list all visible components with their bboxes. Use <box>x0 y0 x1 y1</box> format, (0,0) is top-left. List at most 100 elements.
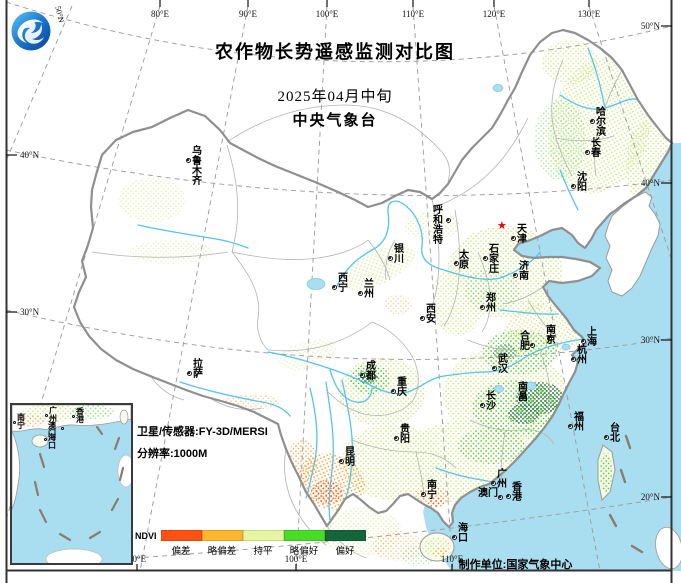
city-dot-icon <box>186 370 192 376</box>
city-dot-icon <box>580 338 586 344</box>
city-dot-icon <box>589 118 595 124</box>
taiwan-island <box>597 444 616 502</box>
city-label: 香港 <box>76 407 84 424</box>
legend-label: 略偏好 <box>289 547 319 557</box>
axis-label-top: 100°E <box>315 9 339 19</box>
axis-label-bottom: 110°E <box>440 554 464 564</box>
city-label: 澳门 <box>478 488 498 499</box>
city-label: 贵阳 <box>400 424 410 445</box>
city-dot-icon <box>357 290 363 296</box>
axis-ticks <box>6 0 672 571</box>
legend-swatch <box>243 530 284 541</box>
city-label: 香港 <box>512 482 522 503</box>
city-dot-icon <box>451 534 457 540</box>
city-label: 福州 <box>574 412 584 433</box>
map-frame <box>5 0 673 583</box>
axis-label-left: 40°N <box>20 150 40 160</box>
legend-swatch <box>325 530 366 541</box>
city-label: 银川 <box>394 244 404 265</box>
city-dot-icon <box>185 157 191 163</box>
province-boundaries <box>91 59 623 559</box>
city-dot-icon <box>43 437 47 441</box>
city-dot-icon <box>445 217 451 223</box>
credit-label: 制作单位:国家气象中心 <box>458 559 573 571</box>
city-dot-icon <box>482 255 488 261</box>
city-label: 长沙 <box>486 391 496 412</box>
city-label: 上海 <box>587 327 597 348</box>
city-dot-icon <box>393 435 399 441</box>
axis-label-top: 120°E <box>482 9 506 19</box>
axis-label-top: 110°E <box>401 9 425 19</box>
city-dot-icon <box>387 255 393 261</box>
luzon-island <box>655 526 681 570</box>
city-dot-icon <box>71 414 75 418</box>
city-label: 兰州 <box>364 279 374 300</box>
lakes <box>306 84 571 393</box>
korea-landmass <box>604 191 661 297</box>
city-label: 武汉 <box>498 354 508 375</box>
city-dot-icon <box>529 342 535 348</box>
axis-label-bottom: 90°E <box>127 554 147 564</box>
city-label: 太原 <box>459 250 469 271</box>
page-title: 农作物长势遥感监测对比图 <box>215 42 455 62</box>
city-label: 昆明 <box>345 447 355 468</box>
city-label: 哈尔滨 <box>596 107 606 138</box>
map-date: 2025年04月中旬 <box>277 89 393 105</box>
city-label: 南昌 <box>518 382 528 403</box>
city-label: 台北 <box>610 423 620 444</box>
city-dot-icon <box>570 356 576 362</box>
city-label: 海口 <box>458 523 468 544</box>
city-label: 重庆 <box>397 377 407 398</box>
legend-label: 持平 <box>253 547 273 557</box>
city-dot-icon <box>567 423 573 429</box>
satellite-sensor-label: 卫星/传感器:FY-3D/MERSI <box>137 426 268 438</box>
axis-label-right: 20°N <box>640 492 660 502</box>
city-label: 成都 <box>366 361 376 382</box>
city-label: 南京 <box>546 325 556 346</box>
city-label: 郑州 <box>486 293 496 314</box>
city-dot-icon <box>497 494 503 500</box>
city-label: 长春 <box>591 138 601 159</box>
city-dot-icon <box>420 491 426 497</box>
hainan-island <box>419 532 455 562</box>
legend-label: 偏好 <box>335 547 355 557</box>
city-label: 石家庄 <box>489 244 499 275</box>
city-dot-icon <box>512 272 518 278</box>
city-label: 乌鲁木齐 <box>192 146 202 187</box>
axis-label-bottom: 100°E <box>284 554 308 564</box>
axis-label-top: 90°E <box>238 9 258 19</box>
city-dot-icon <box>390 388 396 394</box>
legend-swatch <box>202 530 243 541</box>
city-dot-icon <box>546 335 552 341</box>
city-label: 济南 <box>519 261 529 282</box>
city-dot-icon <box>490 480 496 486</box>
legend-label: 偏差 <box>171 547 191 557</box>
cma-logo <box>10 10 52 52</box>
city-dot-icon <box>338 458 344 464</box>
axis-label-right: 40°N <box>640 178 660 188</box>
city-dot-icon <box>510 235 516 241</box>
city-dot-icon <box>479 402 485 408</box>
city-label: 合肥 <box>520 331 530 352</box>
legend-swatch <box>284 530 325 541</box>
legend-swatch <box>161 530 202 541</box>
city-label: 广州 <box>497 469 507 490</box>
city-dot-icon <box>491 365 497 371</box>
city-label: 天津 <box>517 224 527 245</box>
city-dot-icon <box>44 413 48 417</box>
agency-name: 中央气象台 <box>292 112 378 129</box>
city-dot-icon <box>505 493 511 499</box>
city-dot-icon <box>570 183 576 189</box>
city-label: 杭州 <box>577 345 587 366</box>
city-label: 西安 <box>426 304 436 325</box>
city-dot-icon <box>479 304 485 310</box>
city-dot-icon <box>60 426 64 430</box>
city-label: 沈阳 <box>577 172 587 193</box>
axis-label-left: 30°N <box>20 307 40 317</box>
city-label: 南宁 <box>427 480 437 501</box>
south-china-sea-inset: 南宁 广州 香港 澳门 海口 <box>10 403 133 565</box>
nine-dash-line <box>608 434 644 554</box>
legend-label: 略偏差 <box>207 547 237 557</box>
